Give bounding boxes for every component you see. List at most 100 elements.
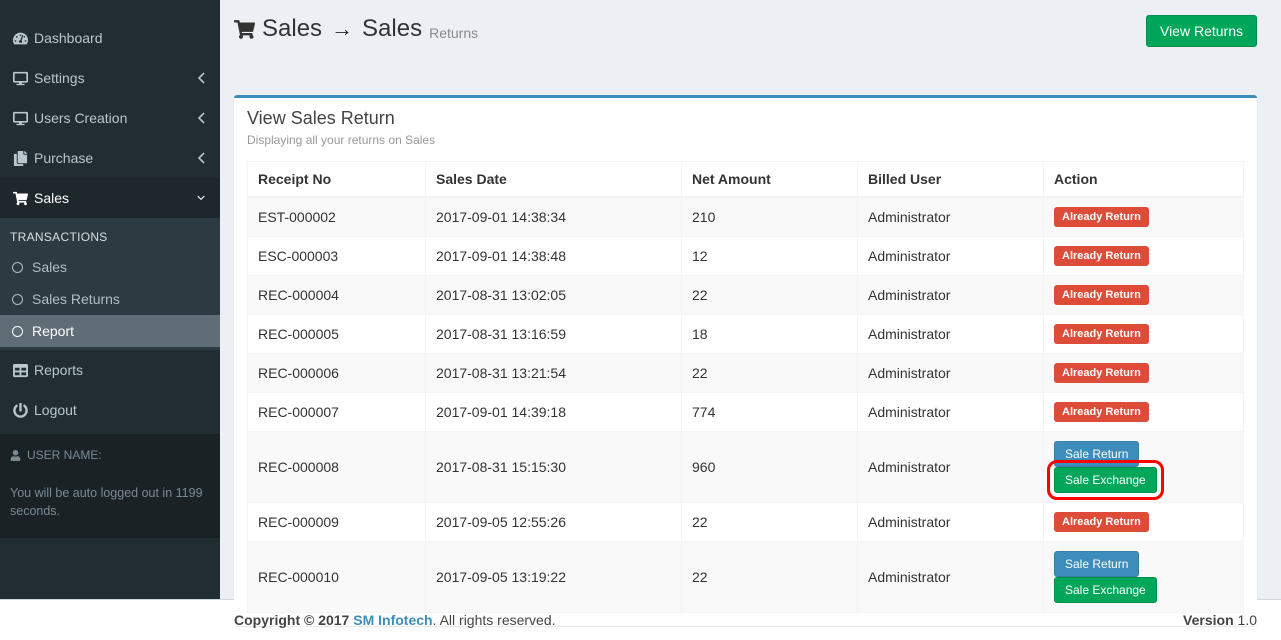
page-subtitle: Returns: [429, 24, 479, 41]
table-row: REC-000008 2017-08-31 15:15:30 960 Administ…: [247, 431, 1244, 503]
cell-amount: 22: [681, 541, 858, 613]
sale-return-button[interactable]: Sale Return: [1054, 441, 1140, 467]
cell-amount: 22: [681, 275, 858, 315]
table-header-row: Receipt No Sales Date Net Amount Billed …: [247, 161, 1244, 198]
user-icon: [10, 449, 27, 461]
already-return-badge: Already Return: [1054, 324, 1149, 344]
cell-user: Administrator: [857, 236, 1044, 276]
cell-date: 2017-09-05 13:19:22: [425, 541, 682, 613]
cart-icon: [13, 191, 34, 206]
sale-exchange-button[interactable]: Sale Exchange: [1047, 460, 1164, 500]
arrow-right-icon: →: [331, 16, 354, 41]
copy-icon: [13, 150, 34, 166]
sidebar-item-label: Logout: [34, 402, 77, 418]
sidebar-item-users-creation[interactable]: Users Creation: [0, 98, 220, 138]
sidebar-item-purchase[interactable]: Purchase: [0, 138, 220, 178]
table-row: REC-000007 2017-09-01 14:39:18 774 Administ…: [247, 392, 1244, 432]
circle-icon: [12, 261, 23, 273]
page-title: Sales → Sales Returns: [234, 15, 478, 43]
table-row: REC-000005 2017-08-31 13:16:59 18 Administr…: [247, 314, 1244, 354]
cell-user: Administrator: [857, 541, 1044, 613]
sidebar-item-sales[interactable]: Sales: [0, 178, 220, 218]
chevron-down-icon: [197, 192, 205, 204]
box-header: View Sales Return Displaying all your re…: [234, 98, 1257, 153]
cell-date: 2017-08-31 13:02:05: [425, 275, 682, 315]
already-return-badge: Already Return: [1054, 512, 1149, 532]
box-title: View Sales Return: [247, 108, 395, 128]
table-row: REC-000004 2017-08-31 13:02:05 22 Administr…: [247, 275, 1244, 315]
cell-user: Administrator: [857, 196, 1044, 237]
sale-return-button[interactable]: Sale Return: [1054, 551, 1140, 577]
copyright-suffix: . All rights reserved.: [432, 612, 556, 628]
version-text: Version 1.0: [1183, 612, 1257, 628]
cell-action: Sale ReturnSale Exchange: [1043, 541, 1244, 613]
cell-receipt: REC-000008: [247, 431, 426, 503]
cell-action: Sale ReturnSale Exchange: [1043, 431, 1244, 503]
sidebar-item-label: Sales Returns: [32, 291, 120, 307]
col-receipt-no: Receipt No: [247, 161, 426, 198]
sidebar-item-label: Reports: [34, 362, 84, 378]
cell-user: Administrator: [857, 275, 1044, 315]
content-header: Sales → Sales Returns View Returns: [220, 0, 1281, 47]
circle-icon: [12, 293, 23, 305]
desktop-icon: [13, 71, 34, 86]
sidebar-item-logout[interactable]: Logout: [0, 390, 220, 430]
cell-date: 2017-08-31 15:15:30: [425, 431, 682, 503]
cell-receipt: ESC-000003: [247, 236, 426, 276]
sidebar-item-report[interactable]: Report: [0, 315, 220, 347]
sale-exchange-button[interactable]: Sale Exchange: [1054, 577, 1157, 603]
cell-user: Administrator: [857, 431, 1044, 503]
cell-action: Already Return: [1043, 353, 1244, 393]
sales-returns-table: Receipt No Sales Date Net Amount Billed …: [247, 161, 1244, 613]
col-sales-date: Sales Date: [425, 161, 682, 198]
cell-action: Already Return: [1043, 275, 1244, 315]
user-name-label: USER NAME:: [27, 448, 102, 462]
sidebar-item-sales-transactions[interactable]: Sales: [0, 251, 220, 283]
sales-submenu: TRANSACTIONS Sales Sales Returns Report: [0, 218, 220, 350]
table-row: ESC-000003 2017-09-01 14:38:48 12 Administr…: [247, 236, 1244, 276]
cell-amount: 12: [681, 236, 858, 276]
col-billed-user: Billed User: [857, 161, 1044, 198]
cell-date: 2017-08-31 13:21:54: [425, 353, 682, 393]
cell-amount: 22: [681, 353, 858, 393]
cell-amount: 22: [681, 502, 858, 542]
already-return-badge: Already Return: [1054, 402, 1149, 422]
sidebar-item-dashboard[interactable]: Dashboard: [0, 18, 220, 58]
already-return-badge: Already Return: [1054, 285, 1149, 305]
chevron-left-icon: [197, 112, 205, 124]
copyright-text: Copyright © 2017 SM Infotech. All rights…: [234, 612, 556, 628]
auto-logout-notice: You will be auto logged out in 1199 seco…: [10, 486, 203, 519]
sales-return-box: View Sales Return Displaying all your re…: [234, 95, 1257, 626]
box-body: Receipt No Sales Date Net Amount Billed …: [234, 153, 1257, 626]
cell-user: Administrator: [857, 392, 1044, 432]
sidebar-item-label: Dashboard: [34, 30, 103, 46]
cell-user: Administrator: [857, 314, 1044, 354]
page-title-text: Sales: [362, 15, 423, 42]
sidebar-item-reports[interactable]: Reports: [0, 350, 220, 390]
company-link[interactable]: SM Infotech: [353, 612, 433, 628]
cell-date: 2017-09-01 14:38:48: [425, 236, 682, 276]
cell-date: 2017-09-01 14:39:18: [425, 392, 682, 432]
app-root: Dashboard Settings Users Creation Purcha…: [0, 0, 1281, 626]
view-returns-button[interactable]: View Returns: [1145, 15, 1257, 47]
breadcrumb-root: Sales: [262, 15, 323, 42]
version-label: Version: [1183, 612, 1234, 628]
table-row: REC-000009 2017-09-05 12:55:26 22 Administr…: [247, 502, 1244, 542]
cell-user: Administrator: [857, 502, 1044, 542]
cell-receipt: REC-000006: [247, 353, 426, 393]
sidebar: Dashboard Settings Users Creation Purcha…: [0, 0, 220, 599]
already-return-badge: Already Return: [1054, 246, 1149, 266]
cell-date: 2017-08-31 13:16:59: [425, 314, 682, 354]
copyright-prefix: Copyright © 2017: [234, 612, 350, 628]
sidebar-item-label: Sales: [34, 190, 70, 206]
table-row: REC-000010 2017-09-05 13:19:22 22 Administr…: [247, 541, 1244, 613]
sidebar-item-label: Users Creation: [34, 110, 128, 126]
sidebar-item-settings[interactable]: Settings: [0, 58, 220, 98]
table-row: REC-000006 2017-08-31 13:21:54 22 Administr…: [247, 353, 1244, 393]
cell-receipt: REC-000010: [247, 541, 426, 613]
already-return-badge: Already Return: [1054, 207, 1149, 227]
user-name-row: USER NAME:: [10, 448, 210, 462]
sidebar-item-label: Report: [32, 323, 75, 339]
sidebar-item-sales-returns[interactable]: Sales Returns: [0, 283, 220, 315]
already-return-badge: Already Return: [1054, 363, 1149, 383]
